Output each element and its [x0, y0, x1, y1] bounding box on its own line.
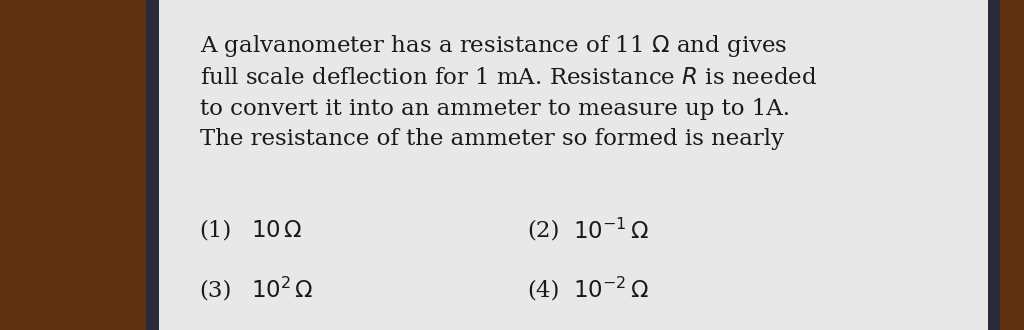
Bar: [146, 0, 159, 330]
Bar: [988, 0, 1000, 330]
Text: (3): (3): [200, 280, 232, 301]
Text: (2): (2): [527, 220, 560, 242]
Bar: [159, 0, 988, 330]
Text: $10^{-1}\,\Omega$: $10^{-1}\,\Omega$: [573, 218, 649, 244]
Text: (1): (1): [200, 220, 231, 242]
Text: $10^{2}\,\Omega$: $10^{2}\,\Omega$: [251, 278, 313, 303]
Text: $10^{-2}\,\Omega$: $10^{-2}\,\Omega$: [573, 278, 649, 303]
Text: $10\,\Omega$: $10\,\Omega$: [251, 220, 302, 242]
Text: A galvanometer has a resistance of 11 $\Omega$ and gives
full scale deflection f: A galvanometer has a resistance of 11 $\…: [200, 33, 817, 150]
Text: (4): (4): [527, 280, 560, 301]
